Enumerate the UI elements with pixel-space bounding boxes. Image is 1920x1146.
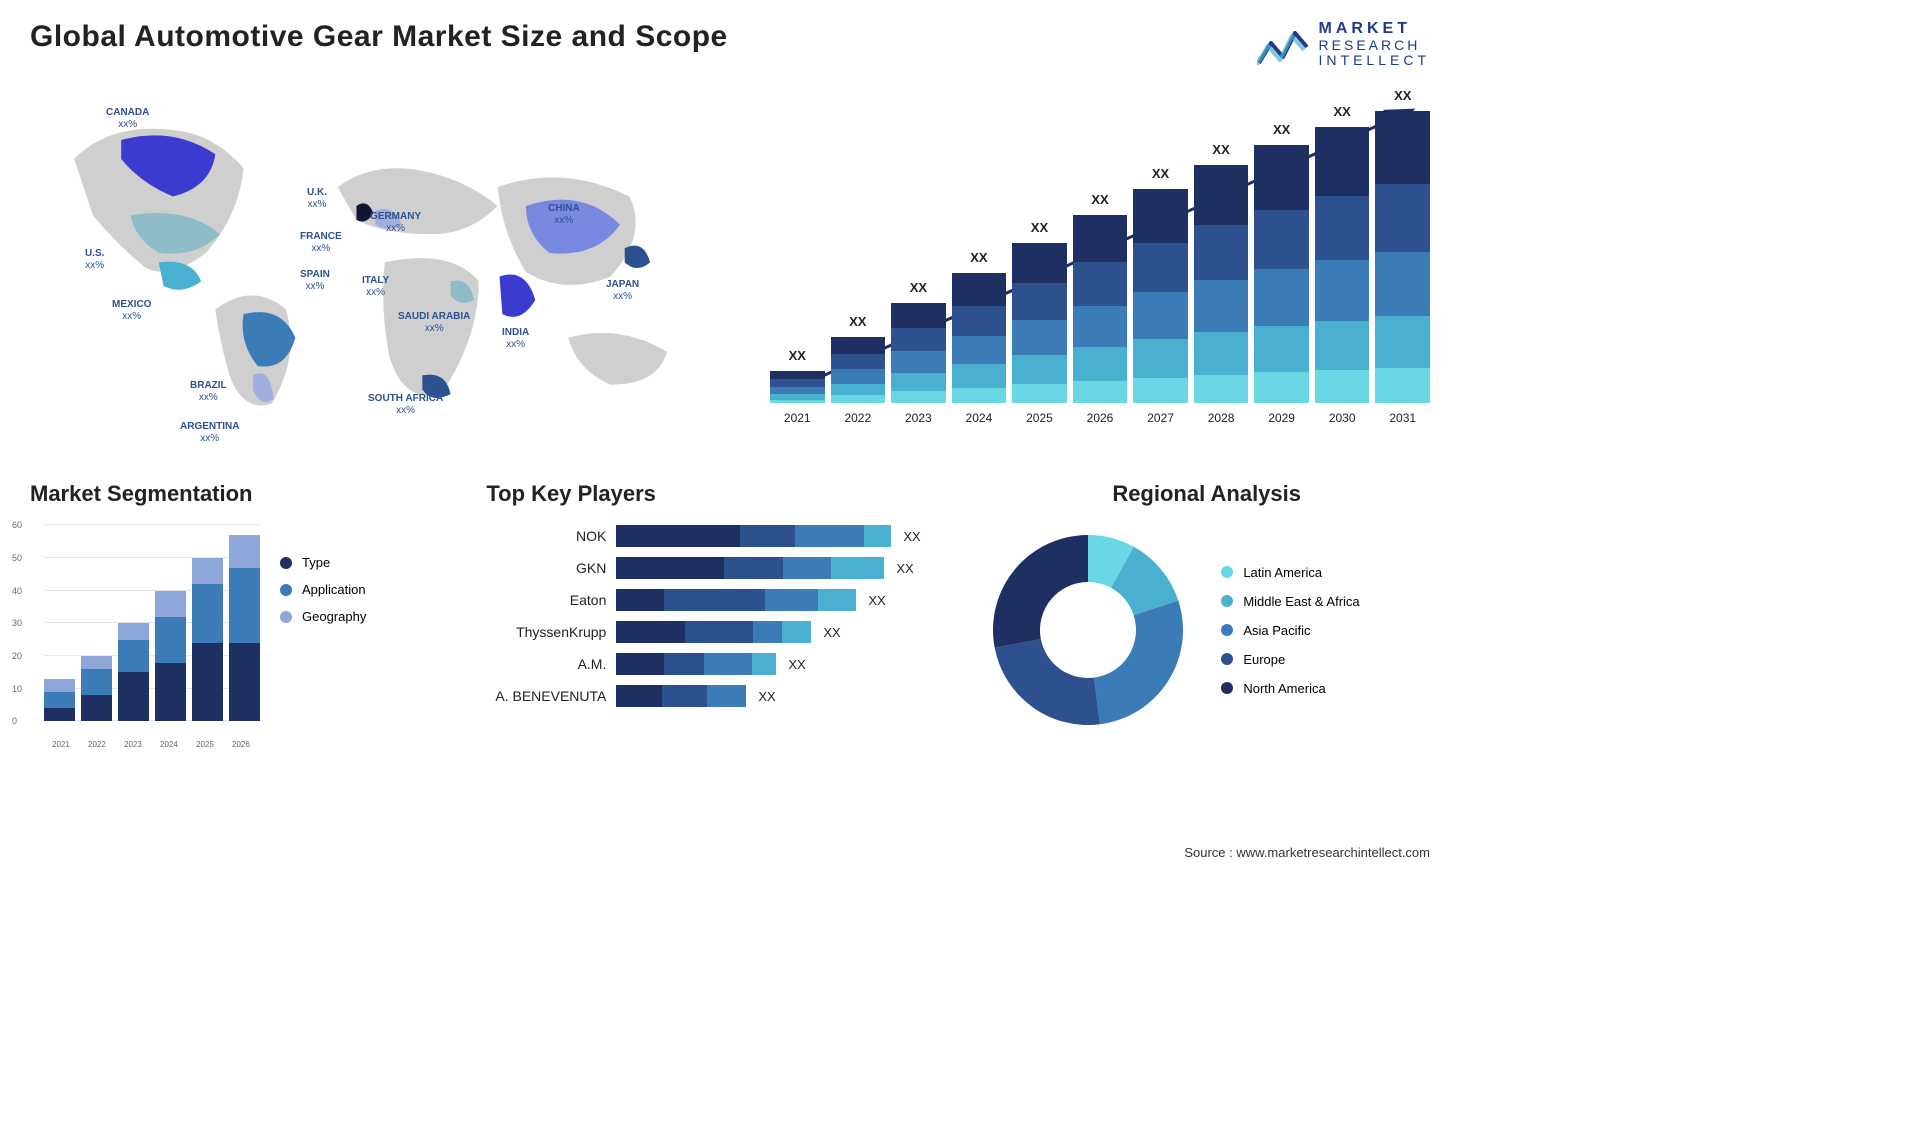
brand-logo: MARKET RESEARCH INTELLECT xyxy=(1257,20,1430,68)
growth-bar-chart: XX2021XX2022XX2023XX2024XX2025XX2026XX20… xyxy=(770,93,1430,433)
logo-text-3: INTELLECT xyxy=(1319,53,1430,68)
player-row: NOKXX xyxy=(486,525,953,547)
legend-item: North America xyxy=(1221,681,1359,696)
map-label: JAPANxx% xyxy=(606,279,639,302)
map-label: FRANCExx% xyxy=(300,231,342,254)
player-row: A. BENEVENUTAXX xyxy=(486,685,953,707)
growth-bar: XX2031 xyxy=(1375,111,1430,403)
growth-bar: XX2022 xyxy=(831,337,886,403)
donut-slice xyxy=(995,639,1100,725)
map-label: SPAINxx% xyxy=(300,269,330,292)
map-label: ITALYxx% xyxy=(362,275,389,298)
players-chart: NOKXX GKNXX EatonXX ThyssenKruppXX A.M.XX A. … xyxy=(486,525,953,707)
map-label: CHINAxx% xyxy=(548,203,580,226)
segmentation-bar xyxy=(229,535,260,721)
segmentation-bar xyxy=(192,558,223,721)
player-row: GKNXX xyxy=(486,557,953,579)
player-row: EatonXX xyxy=(486,589,953,611)
donut-slice xyxy=(1094,601,1183,725)
page-title: Global Automotive Gear Market Size and S… xyxy=(30,20,728,54)
map-label: CANADAxx% xyxy=(106,107,149,130)
logo-text-1: MARKET xyxy=(1319,20,1430,38)
player-row: ThyssenKruppXX xyxy=(486,621,953,643)
segmentation-title: Market Segmentation xyxy=(30,481,456,507)
segmentation-chart: 0102030405060 202120222023202420252026 xyxy=(30,525,260,735)
logo-text-2: RESEARCH xyxy=(1319,38,1430,53)
map-label: BRAZILxx% xyxy=(190,380,227,403)
donut-slice xyxy=(993,535,1088,648)
legend-item: Asia Pacific xyxy=(1221,623,1359,638)
map-label: U.K.xx% xyxy=(307,187,327,210)
legend-item: Europe xyxy=(1221,652,1359,667)
growth-bar: XX2030 xyxy=(1315,127,1370,403)
legend-item: Type xyxy=(280,555,366,570)
legend-item: Latin America xyxy=(1221,565,1359,580)
growth-bar: XX2026 xyxy=(1073,215,1128,403)
segmentation-bar xyxy=(155,591,186,722)
regional-legend: Latin America Middle East & Africa Asia Pa… xyxy=(1221,565,1359,696)
map-label: SAUDI ARABIAxx% xyxy=(398,311,470,334)
growth-bar: XX2029 xyxy=(1254,145,1309,403)
legend-item: Application xyxy=(280,582,366,597)
regional-donut-chart xyxy=(983,525,1193,735)
map-label: GERMANYxx% xyxy=(370,211,421,234)
growth-bar: XX2021 xyxy=(770,371,825,403)
growth-bar: XX2023 xyxy=(891,303,946,403)
segmentation-bar xyxy=(81,656,112,721)
regional-title: Regional Analysis xyxy=(983,481,1430,507)
map-label: INDIAxx% xyxy=(502,327,529,350)
growth-bar: XX2027 xyxy=(1133,189,1188,403)
map-label: SOUTH AFRICAxx% xyxy=(368,393,443,416)
map-label: ARGENTINAxx% xyxy=(180,421,239,444)
map-label: MEXICOxx% xyxy=(112,299,151,322)
growth-bar: XX2028 xyxy=(1194,165,1249,403)
segmentation-bar xyxy=(44,679,75,721)
map-label: U.S.xx% xyxy=(85,248,104,271)
players-title: Top Key Players xyxy=(486,481,953,507)
segmentation-legend: Type Application Geography xyxy=(280,555,366,735)
source-attribution: Source : www.marketresearchintellect.com xyxy=(1184,845,1430,860)
growth-bar: XX2025 xyxy=(1012,243,1067,403)
player-row: A.M.XX xyxy=(486,653,953,675)
legend-item: Geography xyxy=(280,609,366,624)
growth-bar: XX2024 xyxy=(952,273,1007,403)
legend-item: Middle East & Africa xyxy=(1221,594,1359,609)
segmentation-bar xyxy=(118,623,149,721)
world-map: CANADAxx%U.S.xx%MEXICOxx%BRAZILxx%ARGENT… xyxy=(30,93,730,413)
